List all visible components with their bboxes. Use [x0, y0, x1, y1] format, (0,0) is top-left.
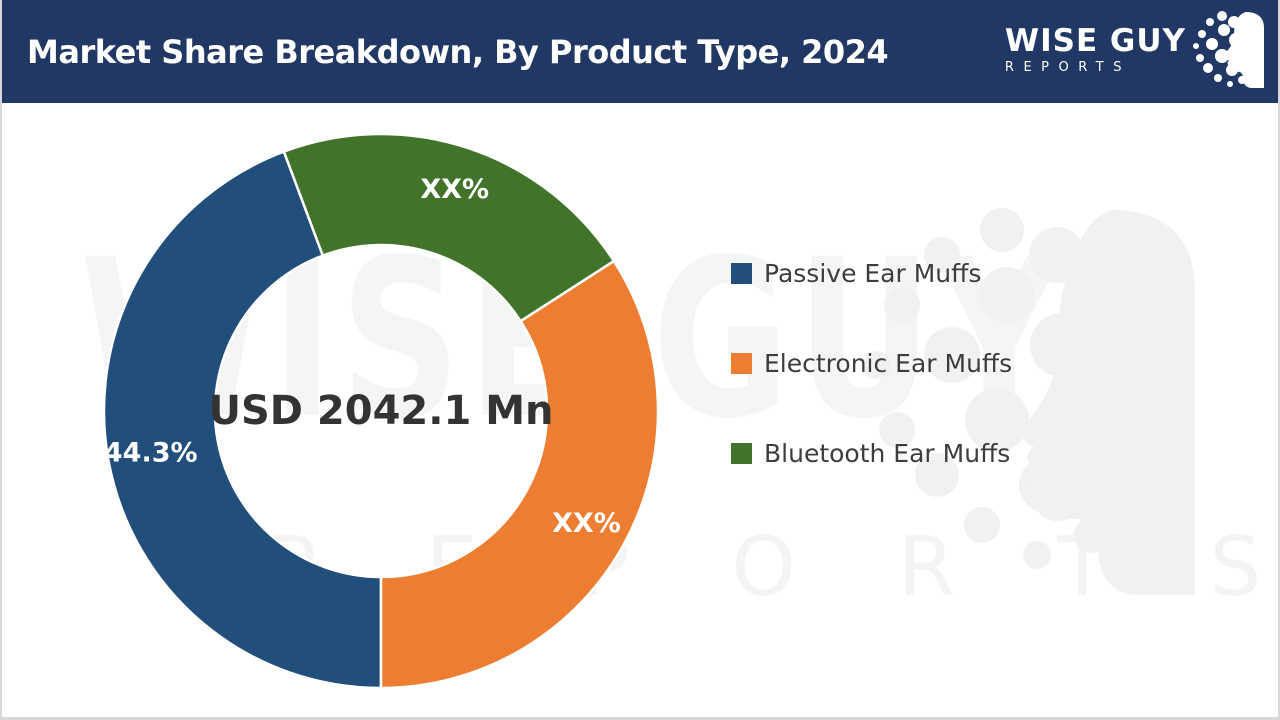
logo-text: WISE GUY REPORTS — [1005, 25, 1186, 76]
watermark-face-icon — [863, 208, 1195, 595]
legend-label-electronic: Electronic Ear Muffs — [764, 348, 1013, 378]
legend-item-electronic-ear-muffs: Electronic Ear Muffs — [731, 348, 1013, 378]
wise-guy-logo: WISE GUY REPORTS — [1005, 8, 1266, 92]
logo-subtext: REPORTS — [1004, 60, 1132, 76]
legend-swatch-bluetooth — [731, 442, 752, 464]
logo-wordmark: WISE GUY — [1004, 22, 1186, 59]
slice-value-label-electronic-ear-muffs: XX% — [552, 508, 621, 539]
donut-slice-bluetooth-ear-muffs — [282, 132, 616, 323]
donut-slice-passive-ear-muffs — [102, 149, 383, 690]
header: Market Share Breakdown, By Product Type,… — [2, 0, 1278, 103]
legend-swatch-passive — [731, 262, 752, 284]
donut-center-value: USD 2042.1 Mn — [209, 388, 554, 434]
slice-value-label-passive-ear-muffs: 44.3% — [104, 438, 198, 469]
legend-label-bluetooth: Bluetooth Ear Muffs — [764, 438, 1011, 468]
slice-value-label-bluetooth-ear-muffs: XX% — [420, 174, 489, 205]
logo-face-icon — [1193, 11, 1264, 88]
donut-slice-electronic-ear-muffs — [379, 259, 660, 690]
legend-item-bluetooth-ear-muffs: Bluetooth Ear Muffs — [731, 438, 1011, 468]
legend-item-passive-ear-muffs: Passive Ear Muffs — [731, 258, 982, 288]
legend-label-passive: Passive Ear Muffs — [764, 258, 982, 288]
page-title: Market Share Breakdown, By Product Type,… — [27, 32, 889, 71]
legend-swatch-electronic — [731, 352, 752, 374]
